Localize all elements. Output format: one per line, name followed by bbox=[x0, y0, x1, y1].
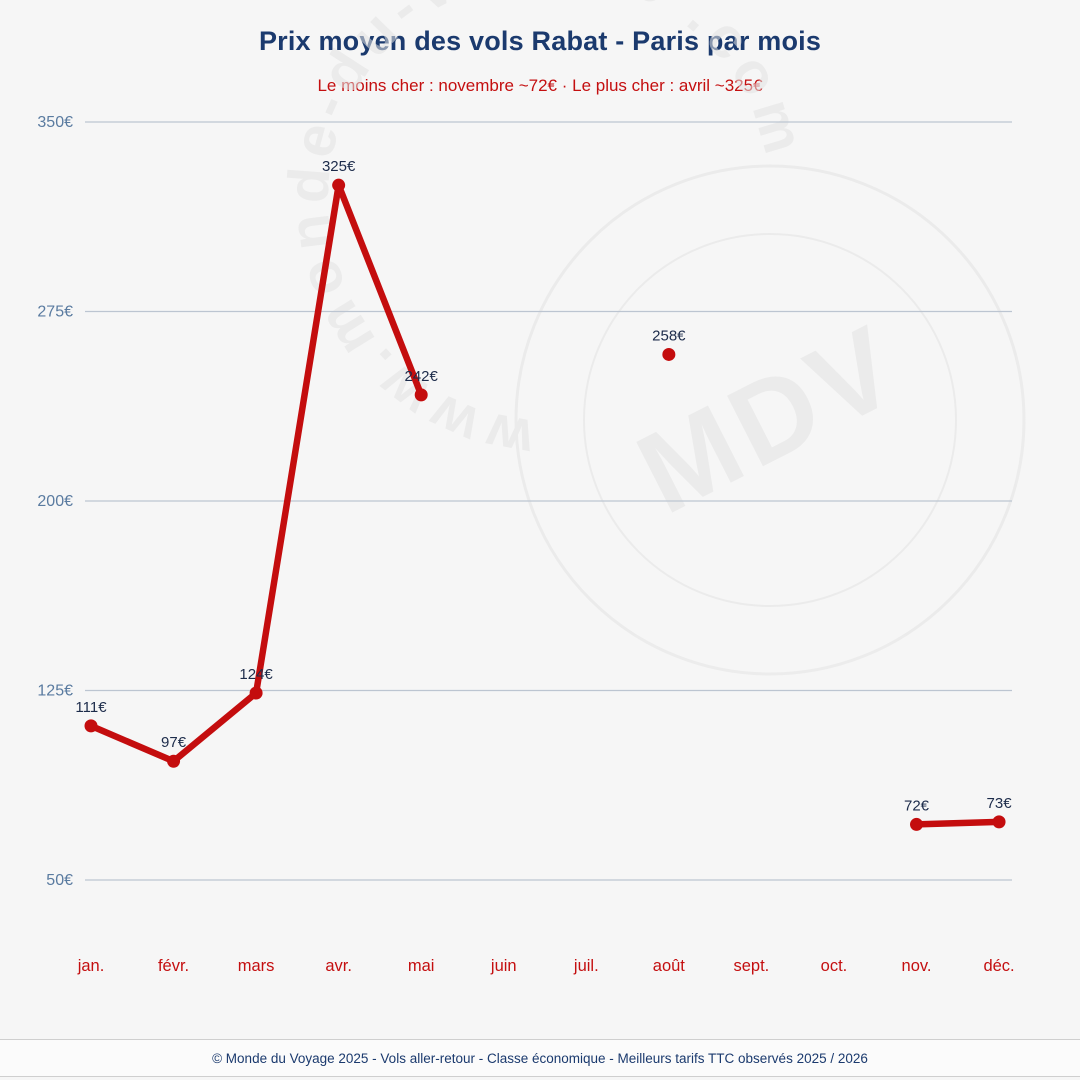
x-axis-label: avr. bbox=[325, 957, 352, 975]
x-axis-label: août bbox=[653, 957, 686, 975]
x-axis-label: juil. bbox=[573, 957, 599, 975]
point-value-label: 73€ bbox=[987, 795, 1013, 812]
y-axis-label: 275€ bbox=[37, 304, 73, 321]
data-point bbox=[167, 754, 181, 768]
data-point bbox=[414, 388, 428, 402]
x-axis-label: mars bbox=[238, 957, 275, 975]
price-line-segment bbox=[913, 818, 1003, 828]
point-value-label: 242€ bbox=[405, 368, 439, 385]
watermark-outer-ring bbox=[514, 164, 1026, 676]
x-axis-label: mai bbox=[408, 957, 435, 975]
x-axis-label: févr. bbox=[158, 957, 189, 975]
point-value-label: 111€ bbox=[75, 699, 107, 716]
point-value-label: 258€ bbox=[652, 327, 686, 344]
footer-text: © Monde du Voyage 2025 - Vols aller-reto… bbox=[212, 1050, 868, 1066]
y-axis-label: 125€ bbox=[37, 683, 73, 700]
point-value-label: 124€ bbox=[239, 666, 273, 683]
y-axis-label: 350€ bbox=[37, 114, 73, 131]
x-axis-label: oct. bbox=[821, 957, 848, 975]
y-axis-label: 200€ bbox=[37, 493, 73, 510]
watermark-inner-ring bbox=[583, 233, 957, 607]
data-point bbox=[249, 686, 263, 700]
x-axis-label: déc. bbox=[983, 957, 1014, 975]
point-value-label: 72€ bbox=[904, 797, 930, 814]
x-axis-label: juin bbox=[490, 957, 517, 975]
footer: © Monde du Voyage 2025 - Vols aller-reto… bbox=[0, 1039, 1080, 1077]
chart-title: Prix moyen des vols Rabat - Paris par mo… bbox=[258, 26, 822, 56]
chart-subtitle: Le moins cher : novembre ~72€ · Le plus … bbox=[317, 76, 763, 95]
point-value-label: 97€ bbox=[161, 734, 187, 751]
x-axis-label: sept. bbox=[734, 957, 770, 975]
y-axis-label: 50€ bbox=[46, 872, 73, 889]
data-point bbox=[332, 178, 346, 192]
data-point bbox=[910, 817, 923, 831]
data-point bbox=[84, 719, 98, 733]
x-axis-label: jan. bbox=[77, 957, 105, 975]
x-axis-label: nov. bbox=[902, 957, 932, 975]
data-point bbox=[662, 347, 676, 361]
point-value-label: 325€ bbox=[322, 158, 356, 175]
data-point bbox=[992, 815, 1006, 829]
